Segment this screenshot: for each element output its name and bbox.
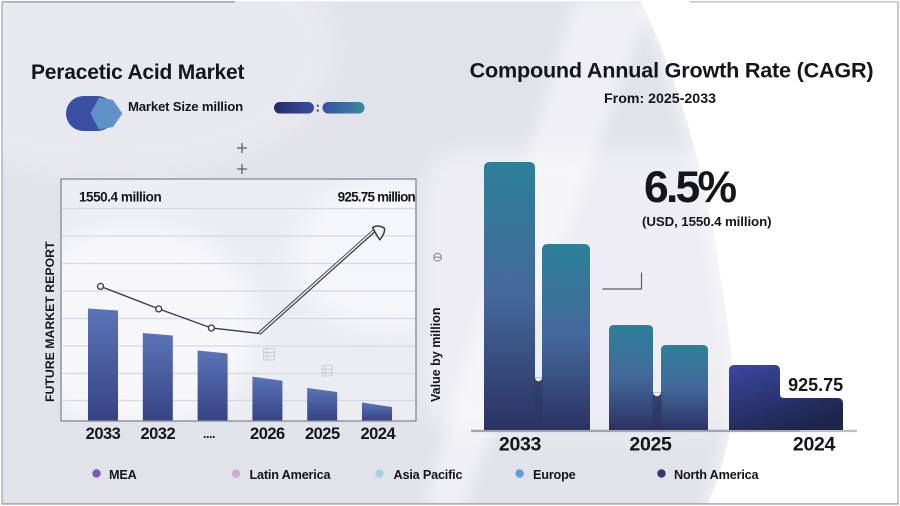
svg-text:2033: 2033 — [499, 434, 542, 456]
svg-text:Compound Annual Growth Rate (C: Compound Annual Growth Rate (CAGR) — [470, 58, 874, 83]
svg-text:6.5%: 6.5% — [644, 163, 736, 212]
svg-text:FUTURE MARKET REPORT: FUTURE MARKET REPORT — [43, 241, 57, 402]
svg-text:From: 2025-2033: From: 2025-2033 — [604, 91, 716, 107]
svg-text:2025: 2025 — [629, 434, 672, 456]
svg-text:Value by million: Value by million — [429, 308, 443, 402]
svg-text:Peracetic Acid Market: Peracetic Acid Market — [31, 61, 245, 84]
svg-text:925.75 million: 925.75 million — [338, 190, 416, 205]
svg-text:Europe: Europe — [533, 468, 576, 482]
svg-text:2026: 2026 — [250, 425, 285, 443]
svg-text:2024: 2024 — [793, 434, 836, 456]
svg-text:Market Size million: Market Size million — [128, 99, 243, 114]
svg-text:(USD, 1550.4 million): (USD, 1550.4 million) — [642, 214, 771, 229]
svg-text:2032: 2032 — [140, 425, 175, 443]
svg-text:MEA: MEA — [109, 468, 137, 482]
svg-text:....: .... — [203, 427, 215, 441]
svg-text:North America: North America — [674, 468, 759, 482]
svg-text:Latin America: Latin America — [250, 468, 332, 482]
svg-text:925.75: 925.75 — [788, 375, 843, 395]
svg-text:2033: 2033 — [86, 425, 121, 443]
svg-text:2024: 2024 — [360, 425, 396, 443]
svg-text:1550.4 million: 1550.4 million — [79, 190, 161, 205]
svg-text:2025: 2025 — [305, 425, 340, 443]
svg-text:Asia Pacific: Asia Pacific — [394, 468, 463, 482]
